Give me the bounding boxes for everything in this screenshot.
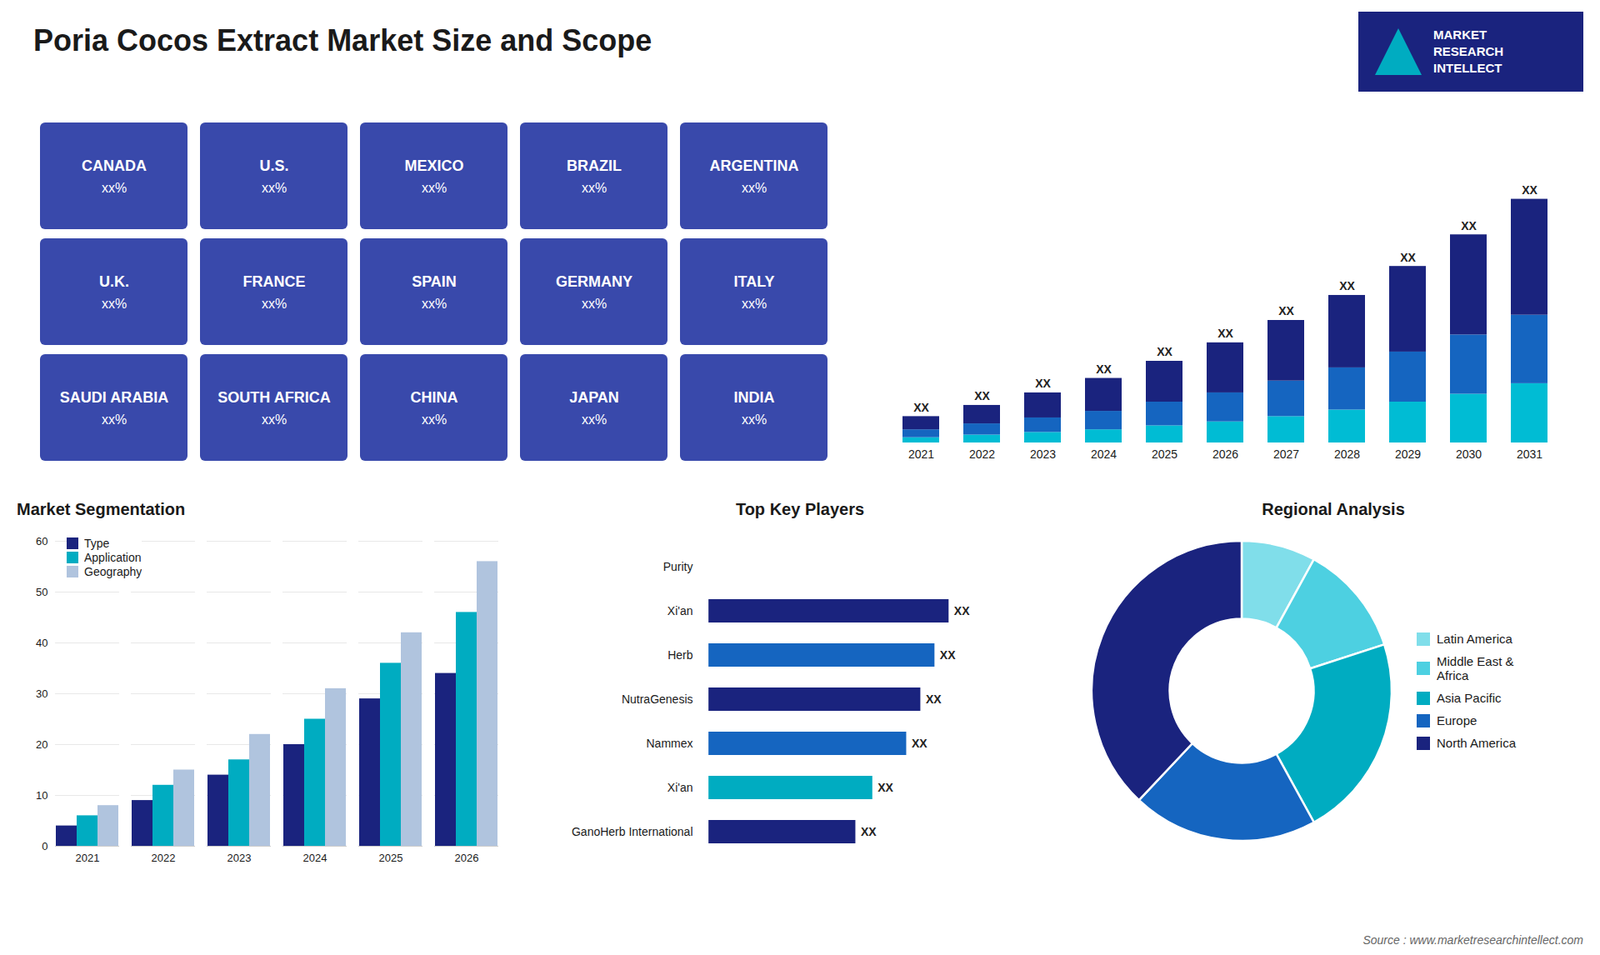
html-text:Source : www.marketresearchint: Source : www.marketresearchintellect.com [1362, 933, 1584, 947]
html-text:Application: Application [84, 550, 142, 565]
html-text:Middle East & Africa: Middle East & Africa [1436, 654, 1514, 683]
svg-text:XX: XX [1521, 183, 1538, 197]
svg-text:xx%: xx% [581, 180, 607, 195]
svg-text:CHINA: CHINA [410, 389, 459, 406]
svg-text:2025: 2025 [1151, 447, 1178, 461]
svg-text:U.S.: U.S. [259, 157, 289, 175]
html-text:Poria Cocos Extract Market Siz: Poria Cocos Extract Market Size and Scop… [33, 23, 652, 58]
svg-text:XX: XX [913, 400, 930, 415]
svg-text:30: 30 [35, 687, 48, 700]
html-text:Europe: Europe [1436, 713, 1477, 728]
svg-text:GERMANY: GERMANY [555, 273, 633, 290]
svg-text:xx%: xx% [261, 412, 287, 427]
svg-text:XX: XX [1460, 219, 1477, 233]
svg-text:2021: 2021 [908, 447, 935, 461]
svg-text:2031: 2031 [1516, 447, 1543, 461]
svg-text:XX: XX [1217, 326, 1234, 340]
svg-text:xx%: xx% [581, 296, 607, 311]
svg-text:2025: 2025 [379, 851, 404, 865]
svg-text:0: 0 [41, 840, 48, 853]
html-text:Top Key Players: Top Key Players [735, 500, 865, 519]
svg-text:XX: XX [974, 389, 990, 403]
svg-text:FRANCE: FRANCE [243, 273, 306, 290]
svg-text:2024: 2024 [303, 851, 328, 865]
svg-text:xx%: xx% [421, 180, 447, 195]
svg-text:SAUDI ARABIA: SAUDI ARABIA [60, 389, 169, 406]
html-text:INTELLECT: INTELLECT [1433, 60, 1503, 75]
svg-text:SOUTH AFRICA: SOUTH AFRICA [217, 389, 330, 406]
svg-text:INDIA: INDIA [734, 389, 775, 406]
html-text:Type: Type [84, 536, 110, 550]
svg-text:XX: XX [911, 736, 928, 750]
svg-text:2023: 2023 [1030, 447, 1056, 461]
svg-text:XX: XX [954, 604, 970, 618]
svg-text:XX: XX [1278, 304, 1295, 318]
svg-text:2029: 2029 [1395, 447, 1421, 461]
svg-text:XX: XX [1400, 250, 1416, 265]
svg-text:10: 10 [35, 789, 48, 802]
svg-text:2022: 2022 [151, 851, 176, 865]
html-text:Regional Analysis: Regional Analysis [1261, 500, 1405, 519]
svg-text:2023: 2023 [227, 851, 252, 865]
svg-text:ARGENTINA: ARGENTINA [710, 157, 800, 175]
svg-text:60: 60 [35, 535, 48, 548]
svg-text:XX: XX [1156, 345, 1173, 359]
svg-text:40: 40 [35, 636, 48, 650]
svg-text:XX: XX [940, 648, 956, 662]
svg-text:MEXICO: MEXICO [404, 157, 464, 175]
svg-text:XX: XX [877, 780, 894, 795]
svg-text:CANADA: CANADA [81, 157, 147, 175]
svg-text:xx%: xx% [421, 296, 447, 311]
svg-text:20: 20 [35, 738, 48, 751]
svg-text:xx%: xx% [741, 180, 767, 195]
svg-text:Nammex: Nammex [645, 736, 693, 750]
html-text:Market Segmentation: Market Segmentation [16, 500, 186, 519]
svg-text:2026: 2026 [455, 851, 480, 865]
svg-text:Herb: Herb [667, 648, 694, 662]
svg-text:XX: XX [1095, 362, 1112, 376]
svg-text:XX: XX [925, 692, 942, 706]
svg-text:JAPAN: JAPAN [569, 389, 620, 406]
svg-text:xx%: xx% [741, 412, 767, 427]
svg-text:2022: 2022 [969, 447, 995, 461]
svg-text:xx%: xx% [101, 296, 127, 311]
svg-text:Xi'an: Xi'an [667, 780, 694, 795]
svg-text:2026: 2026 [1212, 447, 1239, 461]
svg-text:2028: 2028 [1334, 447, 1360, 461]
svg-text:xx%: xx% [261, 296, 287, 311]
svg-text:BRAZIL: BRAZIL [566, 157, 622, 175]
svg-text:2027: 2027 [1273, 447, 1300, 461]
html-text:RESEARCH: RESEARCH [1433, 44, 1504, 59]
svg-text:2030: 2030 [1455, 447, 1482, 461]
html-text:Latin America: Latin America [1436, 631, 1513, 646]
svg-text:xx%: xx% [101, 412, 127, 427]
svg-text:ITALY: ITALY [733, 273, 775, 290]
svg-text:xx%: xx% [581, 412, 607, 427]
svg-text:xx%: xx% [101, 180, 127, 195]
svg-text:XX: XX [1339, 279, 1355, 293]
svg-text:Xi'an: Xi'an [667, 604, 694, 618]
svg-text:NutraGenesis: NutraGenesis [621, 692, 694, 706]
html-text:Geography: Geography [84, 565, 142, 579]
svg-text:XX: XX [860, 825, 877, 839]
html-text:MARKET: MARKET [1433, 27, 1487, 42]
html-text:Asia Pacific: Asia Pacific [1436, 690, 1502, 705]
svg-text:xx%: xx% [421, 412, 447, 427]
svg-text:xx%: xx% [261, 180, 287, 195]
svg-text:XX: XX [1035, 376, 1051, 390]
svg-text:Purity: Purity [663, 560, 694, 574]
svg-text:2021: 2021 [75, 851, 100, 865]
svg-text:xx%: xx% [741, 296, 767, 311]
svg-text:U.K.: U.K. [99, 273, 130, 290]
svg-text:SPAIN: SPAIN [411, 273, 457, 290]
html-text:North America: North America [1436, 735, 1516, 750]
svg-text:GanoHerb International: GanoHerb International [571, 825, 694, 839]
svg-text:2024: 2024 [1090, 447, 1117, 461]
svg-text:50: 50 [35, 585, 48, 599]
